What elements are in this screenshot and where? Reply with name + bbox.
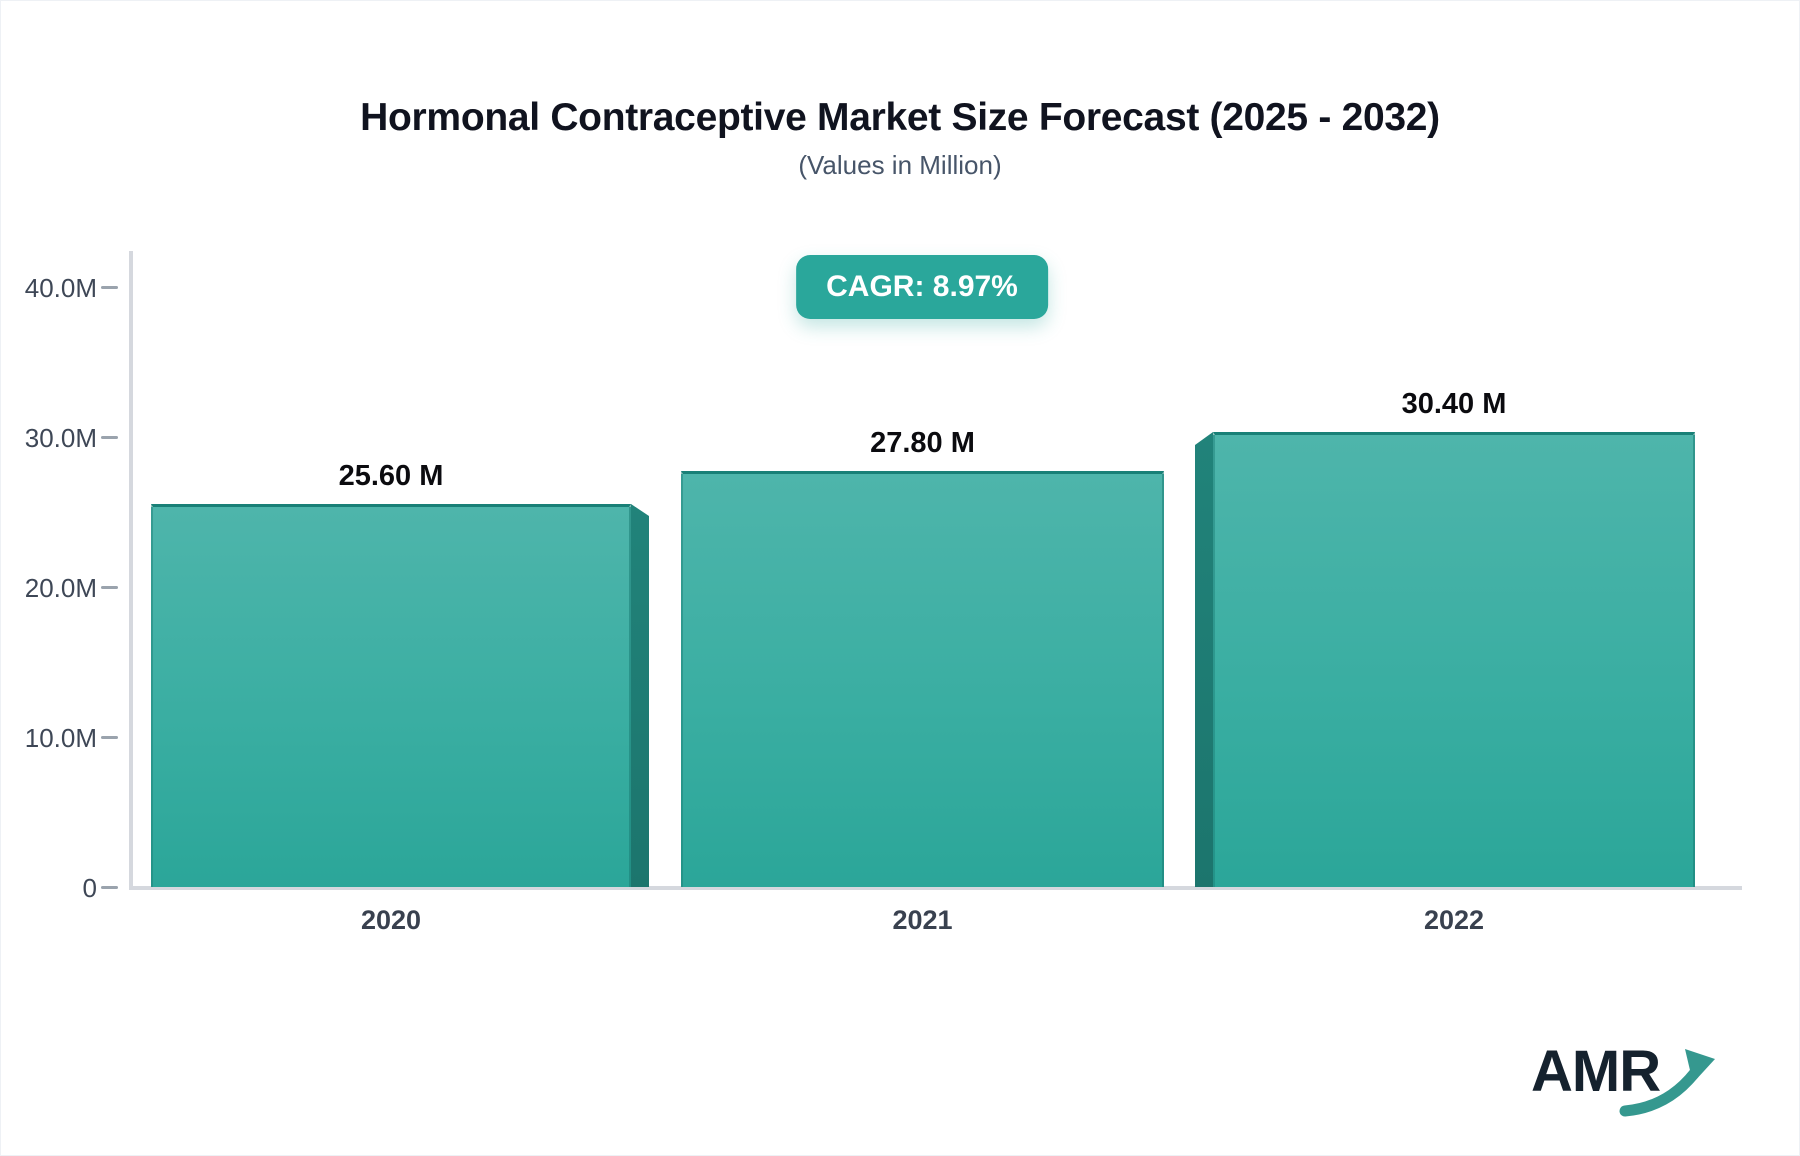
- bar-value-label: 27.80 M: [870, 427, 975, 459]
- y-tick-label: 30.0M: [24, 423, 97, 453]
- y-axis-line: [129, 251, 133, 890]
- bar-3d-edge: [1195, 432, 1213, 887]
- bar-3d-edge: [631, 504, 649, 887]
- cagr-badge: CAGR: 8.97%: [796, 255, 1048, 319]
- bar-2022: [1213, 432, 1695, 887]
- y-tick-label: 0: [82, 873, 97, 903]
- amr-logo: AMR: [1513, 1019, 1733, 1129]
- x-category-label: 2021: [892, 905, 953, 935]
- y-tick-label: 10.0M: [24, 723, 97, 753]
- x-axis-line: [129, 886, 1742, 890]
- chart-title: Hormonal Contraceptive Market Size Forec…: [360, 96, 1440, 139]
- y-tick-label: 40.0M: [24, 273, 97, 303]
- bar-value-label: 25.60 M: [338, 460, 444, 492]
- y-tick-mark: [101, 586, 118, 589]
- trend-arrow-icon: [1619, 1049, 1715, 1117]
- bar-2021: [681, 471, 1164, 887]
- y-tick-label: 20.0M: [24, 573, 97, 603]
- x-category-label: 2020: [360, 905, 422, 935]
- amr-logo-text: AMR: [1531, 1039, 1660, 1104]
- y-tick-mark: [101, 736, 118, 739]
- bar-2020: [151, 504, 631, 887]
- chart-subtitle: (Values in Million): [798, 150, 1002, 180]
- y-tick-mark: [101, 886, 118, 889]
- x-category-label: 2022: [1423, 905, 1485, 935]
- y-tick-mark: [101, 286, 118, 289]
- bar-value-label: 30.40 M: [1401, 388, 1507, 420]
- y-tick-mark: [101, 436, 118, 439]
